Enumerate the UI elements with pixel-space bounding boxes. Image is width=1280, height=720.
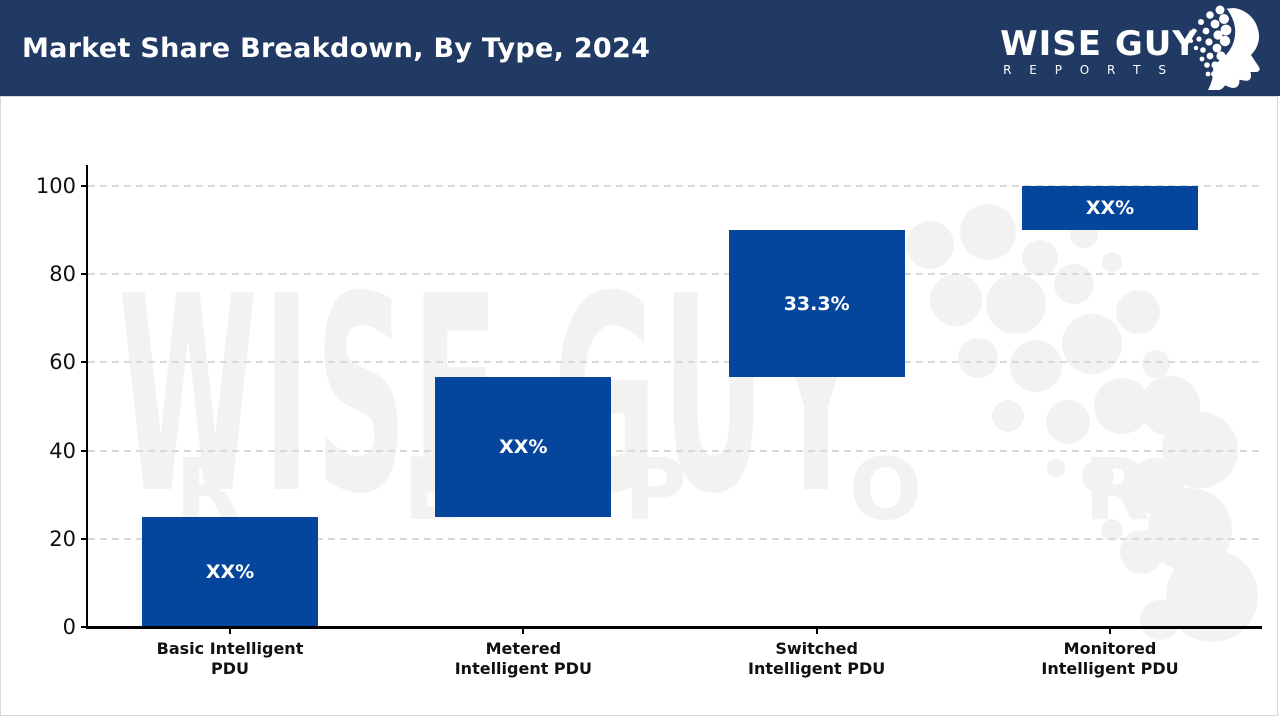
logo-wordmark: WISE GUY — [1000, 23, 1198, 64]
x-tick-mark — [1108, 627, 1111, 634]
waterfall-bar-2: XX% — [435, 376, 612, 517]
x-category-label: Basic Intelligent PDU — [110, 639, 350, 679]
bar-value-label: XX% — [205, 560, 255, 583]
x-category-label-line: Intelligent PDU — [1041, 659, 1179, 678]
bar-value-label: 33.3% — [783, 292, 850, 315]
gridline-100 — [88, 185, 1262, 187]
y-tick-mark — [81, 273, 87, 276]
x-tick-mark — [229, 627, 231, 634]
header-bar: Market Share Breakdown, By Type, 2024 WI… — [0, 0, 1280, 96]
x-category-label-line: Basic Intelligent — [156, 639, 304, 658]
gridline-80 — [88, 273, 1262, 276]
logo-text: WISE GUY R E P O R T S — [1000, 26, 1198, 77]
x-category-label: Monitored Intelligent PDU — [990, 639, 1230, 679]
bar-value-label: XX% — [499, 435, 548, 458]
logo-subtitle: R E P O R T S — [1003, 62, 1173, 77]
x-tick-mark — [815, 627, 818, 634]
gridline-60 — [88, 361, 1262, 364]
y-tick-mark — [81, 185, 87, 187]
gridline-20 — [88, 537, 1262, 540]
waterfall-bar-4: XX% — [1021, 186, 1198, 231]
x-category-label-line: Intelligent PDU — [748, 659, 886, 678]
y-tick-label: 60 — [49, 350, 76, 375]
waterfall-bar-3: 33.3% — [728, 230, 905, 377]
x-category-label-line: Switched — [775, 639, 858, 658]
y-tick-mark — [81, 361, 87, 364]
waterfall-bar-1: XX% — [142, 516, 318, 627]
y-tick-mark — [81, 537, 87, 540]
x-category-label: Metered Intelligent PDU — [403, 639, 643, 679]
wiseguy-logo: WISE GUY R E P O R T S — [1000, 5, 1266, 92]
x-category-label-line: Monitored — [1063, 639, 1157, 658]
x-category-label: Switched Intelligent PDU — [697, 639, 937, 679]
y-axis-spine — [86, 165, 88, 629]
y-tick-label: 100 — [35, 174, 76, 198]
watermark-head-dots — [906, 204, 1258, 642]
x-tick-mark — [522, 627, 525, 634]
y-tick-label: 0 — [62, 615, 76, 639]
x-axis-spine — [86, 626, 1262, 629]
page-title: Market Share Breakdown, By Type, 2024 — [22, 32, 651, 64]
x-category-label-line: Intelligent PDU — [454, 659, 592, 678]
y-tick-label: 40 — [49, 438, 76, 463]
logo-head-icon — [1189, 5, 1260, 90]
y-tick-mark — [81, 626, 87, 628]
gridline-40 — [88, 449, 1262, 452]
x-category-label-line: Metered — [485, 639, 562, 658]
y-tick-label: 20 — [49, 526, 76, 551]
y-tick-mark — [81, 449, 87, 452]
x-category-label-line: PDU — [211, 659, 249, 678]
bar-value-label: XX% — [1085, 197, 1135, 220]
y-tick-label: 80 — [49, 262, 76, 287]
